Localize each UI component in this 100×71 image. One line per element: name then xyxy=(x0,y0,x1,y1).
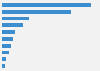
Bar xyxy=(2,17,29,20)
Bar xyxy=(2,10,71,13)
Bar xyxy=(2,3,91,7)
Bar xyxy=(2,30,15,34)
Bar xyxy=(2,51,9,54)
Bar xyxy=(2,58,6,61)
Bar xyxy=(2,64,5,68)
Bar xyxy=(2,44,11,48)
Bar xyxy=(2,23,23,27)
Bar xyxy=(2,37,13,41)
